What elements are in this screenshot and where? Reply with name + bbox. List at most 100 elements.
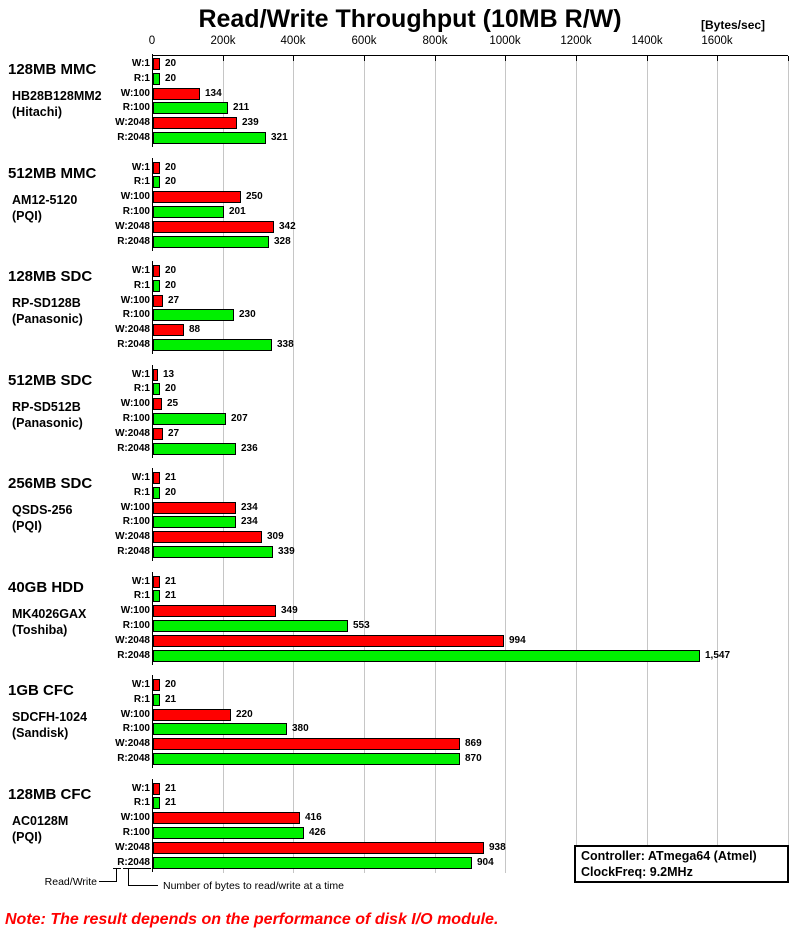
bar-read	[153, 857, 472, 869]
bar-value-label: 21	[165, 576, 177, 587]
bar-read	[153, 620, 348, 632]
row-label-r-1: R:1	[133, 797, 150, 808]
row-label-w-1: W:1	[131, 162, 150, 173]
bar-read	[153, 206, 224, 218]
bar-value-label: 20	[165, 280, 177, 291]
group-name: 512MB SDC	[8, 372, 93, 389]
row-label-w-2048: W:2048	[115, 531, 150, 542]
bar-write	[153, 635, 504, 647]
bar-read	[153, 827, 304, 839]
bar-read	[153, 487, 160, 499]
axis-tick	[364, 56, 365, 61]
group-model: HB28B128MM2	[12, 89, 102, 103]
plot-area	[152, 55, 789, 873]
legend-connector-read-write	[99, 869, 117, 882]
controller-line: Controller: ATmega64 (Atmel)	[581, 849, 757, 863]
x-axis-tick-label: 1000k	[489, 35, 521, 47]
row-label-w-100: W:100	[120, 709, 150, 720]
row-label-r-100: R:100	[122, 620, 150, 631]
bar-value-label: 234	[241, 502, 258, 513]
controller-info-box: Controller: ATmega64 (Atmel) ClockFreq: …	[574, 845, 789, 883]
row-label-r-1: R:1	[133, 487, 150, 498]
bar-read	[153, 413, 226, 425]
row-label-w-1: W:1	[131, 472, 150, 483]
bar-value-label: 20	[165, 176, 177, 187]
bar-write	[153, 162, 160, 174]
bar-value-label: 20	[165, 679, 177, 690]
bar-write	[153, 812, 300, 824]
bar-value-label: 904	[477, 857, 494, 868]
row-label-r-100: R:100	[122, 309, 150, 320]
group-name: 512MB MMC	[8, 165, 97, 182]
bar-value-label: 20	[165, 265, 177, 276]
row-label-w-1: W:1	[131, 576, 150, 587]
bar-value-label: 349	[281, 605, 298, 616]
bar-value-label: 553	[353, 620, 370, 631]
x-axis-tick-label: 1600k	[701, 35, 733, 47]
bar-value-label: 328	[274, 236, 291, 247]
row-label-r-1: R:1	[133, 73, 150, 84]
bar-value-label: 342	[279, 221, 296, 232]
x-axis-tick-label: 600k	[351, 35, 377, 47]
bar-value-label: 870	[465, 753, 482, 764]
bar-value-label: 869	[465, 738, 482, 749]
bar-write	[153, 605, 276, 617]
group-maker: (Panasonic)	[12, 312, 83, 326]
group-baseline-axis	[152, 365, 153, 458]
bar-write	[153, 709, 231, 721]
bar-value-label: 1,547	[705, 650, 731, 661]
bar-write	[153, 191, 241, 203]
bar-read	[153, 383, 160, 395]
row-label-w-1: W:1	[131, 679, 150, 690]
row-label-w-2048: W:2048	[115, 324, 150, 335]
bar-value-label: 938	[489, 842, 506, 853]
bar-read	[153, 797, 160, 809]
bar-write	[153, 88, 200, 100]
bar-read	[153, 339, 272, 351]
row-label-r-1: R:1	[133, 280, 150, 291]
gridline	[223, 56, 224, 873]
bar-write	[153, 428, 163, 440]
group-maker: (PQI)	[12, 519, 42, 533]
row-label-r-100: R:100	[122, 723, 150, 734]
axis-tick	[223, 56, 224, 61]
row-label-r-100: R:100	[122, 102, 150, 113]
bar-value-label: 239	[242, 117, 259, 128]
bar-value-label: 25	[167, 398, 179, 409]
bar-value-label: 250	[246, 191, 263, 202]
x-axis-tick-label: 1400k	[631, 35, 663, 47]
bar-read	[153, 694, 160, 706]
bar-read	[153, 590, 160, 602]
group-maker: (PQI)	[12, 830, 42, 844]
bar-value-label: 21	[165, 694, 177, 705]
group-name: 128MB SDC	[8, 268, 93, 285]
bar-value-label: 236	[241, 443, 258, 454]
bar-value-label: 21	[165, 590, 177, 601]
bar-value-label: 380	[292, 723, 309, 734]
bar-read	[153, 73, 160, 85]
gridline	[717, 56, 718, 873]
bar-write	[153, 295, 163, 307]
group-model: RP-SD128B	[12, 296, 81, 310]
row-label-w-1: W:1	[131, 265, 150, 276]
bar-value-label: 416	[305, 812, 322, 823]
bar-value-label: 27	[168, 428, 180, 439]
bar-read	[153, 753, 460, 765]
legend-connector-bytes	[128, 869, 158, 886]
row-label-r-100: R:100	[122, 206, 150, 217]
group-baseline-axis	[152, 158, 153, 251]
bar-write	[153, 576, 160, 588]
group-baseline-axis	[152, 779, 153, 872]
bar-value-label: 321	[271, 132, 288, 143]
gridline	[435, 56, 436, 873]
group-maker: (Panasonic)	[12, 416, 83, 430]
group-model: AC0128M	[12, 814, 69, 828]
row-label-w-1: W:1	[131, 369, 150, 380]
bar-write	[153, 117, 237, 129]
group-baseline-axis	[152, 261, 153, 354]
row-label-r-1: R:1	[133, 694, 150, 705]
group-baseline-axis	[152, 675, 153, 768]
gridline	[364, 56, 365, 873]
bar-write	[153, 221, 274, 233]
